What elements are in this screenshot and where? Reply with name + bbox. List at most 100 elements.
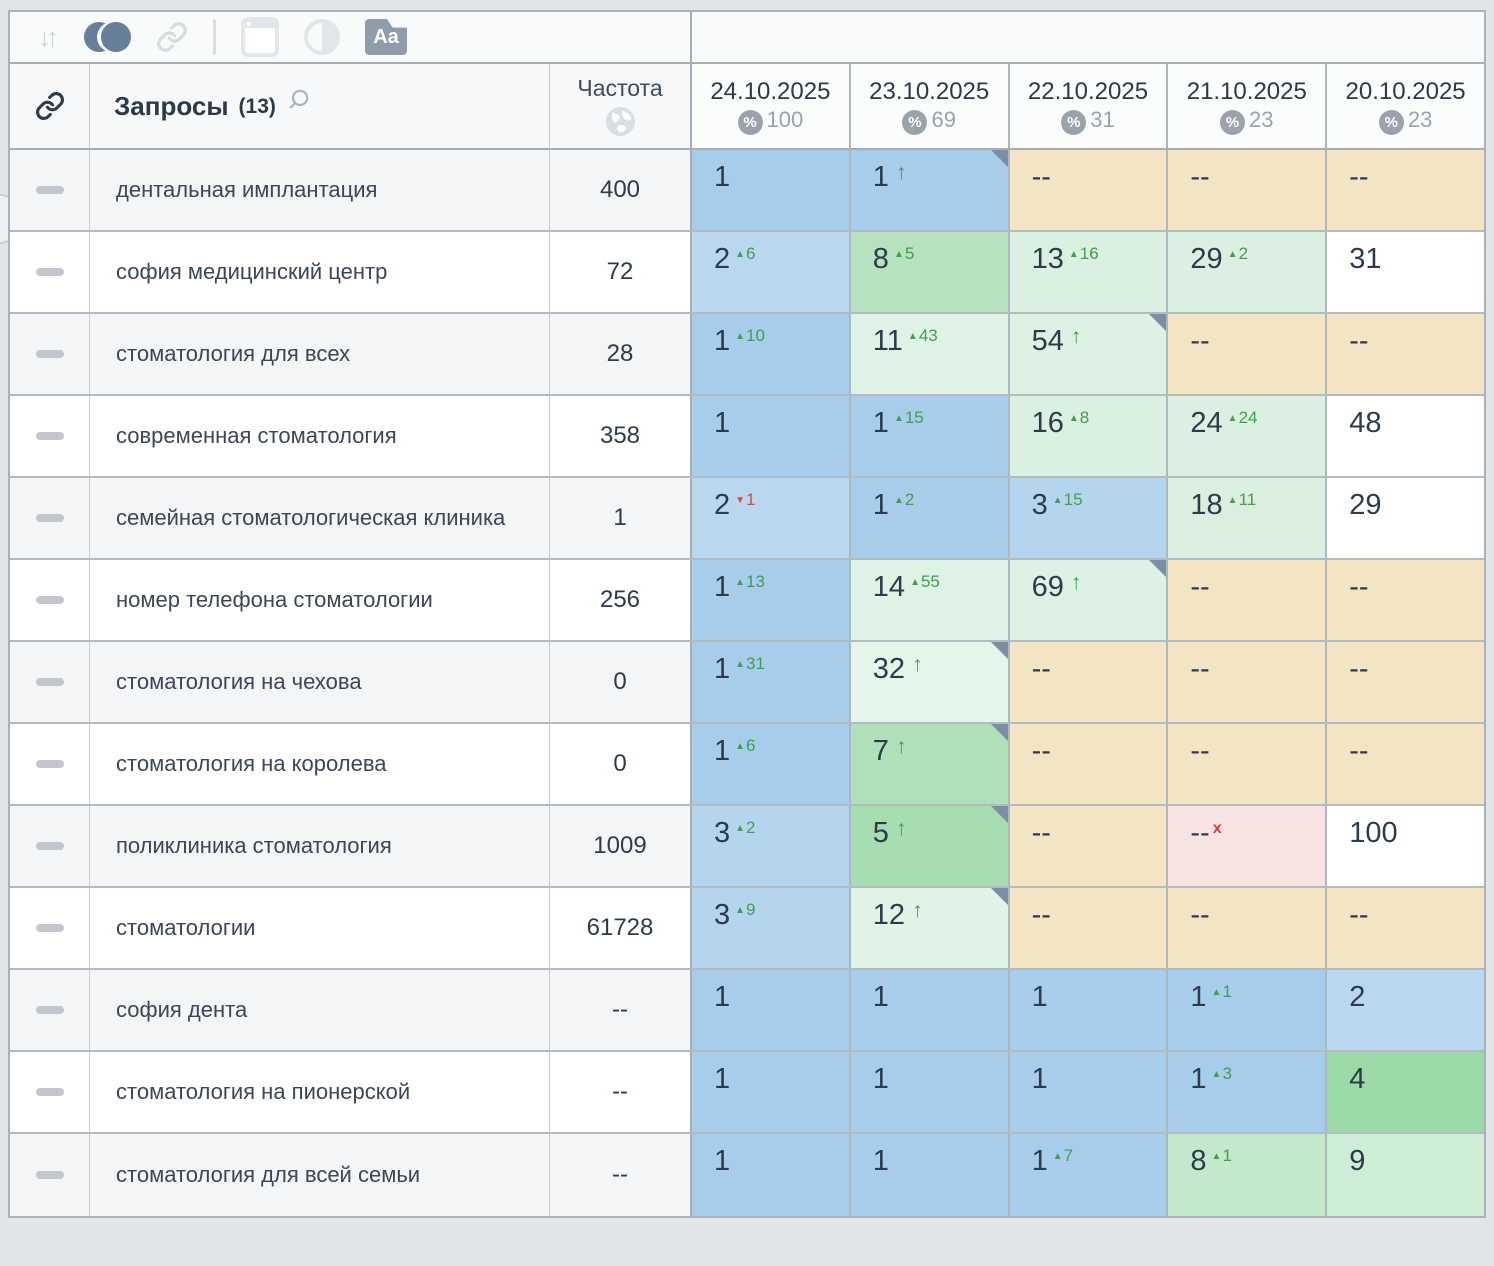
position-cell[interactable]: -- — [1009, 150, 1169, 230]
position-cell[interactable]: 1 ↑ — [850, 150, 1010, 230]
queries-column-header[interactable]: Запросы (13) — [90, 64, 550, 148]
frequency-column-header[interactable]: Частота — [550, 64, 692, 148]
position-cell[interactable]: -- x — [1168, 806, 1328, 886]
position-cell[interactable]: 48 — [1327, 396, 1484, 476]
keyword-cell[interactable]: стоматология на пионерской — [90, 1052, 550, 1132]
keyword-cell[interactable]: стоматологии — [90, 888, 550, 968]
position-cell[interactable]: 1 — [692, 150, 851, 230]
position-cell[interactable]: 69 ↑ — [1009, 560, 1169, 640]
position-cell[interactable]: 14 ▲55 — [850, 560, 1010, 640]
position-cell[interactable]: 5 ↑ — [850, 806, 1010, 886]
drag-handle[interactable] — [35, 514, 64, 522]
drag-handle[interactable] — [35, 1171, 64, 1179]
position-cell[interactable]: -- — [1168, 888, 1328, 968]
position-cell[interactable]: 13 ▲16 — [1009, 232, 1169, 312]
position-cell[interactable]: 1 — [692, 970, 851, 1050]
position-cell[interactable]: 1 ▲15 — [850, 396, 1010, 476]
position-cell[interactable]: 11 ▲43 — [850, 314, 1010, 394]
date-column-header[interactable]: 24.10.2025% 100 — [692, 64, 851, 148]
position-cell[interactable]: 1 ▲31 — [692, 642, 851, 722]
date-column-header[interactable]: 23.10.2025% 69 — [850, 64, 1010, 148]
position-cell[interactable]: -- — [1327, 724, 1484, 804]
date-column-header[interactable]: 20.10.2025% 23 — [1327, 64, 1484, 148]
position-cell[interactable]: -- — [1009, 642, 1169, 722]
position-cell[interactable]: -- — [1009, 888, 1169, 968]
position-cell[interactable]: 54 ↑ — [1009, 314, 1169, 394]
position-cell[interactable]: -- — [1327, 314, 1484, 394]
keyword-cell[interactable]: софия медицинский центр — [90, 232, 550, 312]
position-cell[interactable]: 1 ▲10 — [692, 314, 851, 394]
position-cell[interactable]: 1 — [850, 970, 1010, 1050]
position-cell[interactable]: 32 ↑ — [850, 642, 1010, 722]
drag-handle[interactable] — [35, 1006, 64, 1014]
drag-handle[interactable] — [35, 186, 64, 194]
position-cell[interactable]: -- — [1327, 642, 1484, 722]
position-cell[interactable]: -- — [1327, 150, 1484, 230]
link-column-header[interactable] — [10, 64, 90, 148]
drag-handle[interactable] — [35, 760, 64, 768]
position-cell[interactable]: 1 — [1009, 970, 1169, 1050]
position-cell[interactable]: 100 — [1327, 806, 1484, 886]
position-cell[interactable]: -- — [1327, 560, 1484, 640]
keyword-cell[interactable]: семейная стоматологическая клиника — [90, 478, 550, 558]
position-cell[interactable]: 16 ▲8 — [1009, 396, 1169, 476]
keyword-cell[interactable]: софия дента — [90, 970, 550, 1050]
position-cell[interactable]: 1 ▲6 — [692, 724, 851, 804]
position-cell[interactable]: -- — [1168, 724, 1328, 804]
position-cell[interactable]: 1 ▲13 — [692, 560, 851, 640]
drag-handle[interactable] — [35, 678, 64, 686]
keyword-cell[interactable]: современная стоматология — [90, 396, 550, 476]
position-cell[interactable]: 8 ▲5 — [850, 232, 1010, 312]
contrast-icon[interactable] — [304, 19, 340, 55]
position-cell[interactable]: 1 — [692, 1134, 851, 1216]
position-cell[interactable]: 18 ▲11 — [1168, 478, 1328, 558]
position-cell[interactable]: -- — [1009, 724, 1169, 804]
text-case-icon[interactable]: Aa — [365, 19, 407, 55]
date-column-header[interactable]: 22.10.2025% 31 — [1009, 64, 1169, 148]
overlap-circles-icon[interactable] — [84, 22, 131, 52]
sort-icon[interactable]: ↓↑ — [38, 22, 59, 52]
position-cell[interactable]: 29 — [1327, 478, 1484, 558]
drag-handle[interactable] — [35, 432, 64, 440]
drag-handle[interactable] — [35, 1088, 64, 1096]
position-cell[interactable]: -- — [1168, 642, 1328, 722]
position-cell[interactable]: 2 ▼1 — [692, 478, 851, 558]
position-cell[interactable]: 31 — [1327, 232, 1484, 312]
drag-handle[interactable] — [35, 268, 64, 276]
position-cell[interactable]: 1 — [692, 396, 851, 476]
position-cell[interactable]: 4 — [1327, 1052, 1484, 1132]
keyword-cell[interactable]: стоматология на королева — [90, 724, 550, 804]
keyword-cell[interactable]: поликлиника стоматология — [90, 806, 550, 886]
keyword-cell[interactable]: дентальная имплантация — [90, 150, 550, 230]
position-cell[interactable]: 2 — [1327, 970, 1484, 1050]
position-cell[interactable]: 9 — [1327, 1134, 1484, 1216]
position-cell[interactable]: -- — [1168, 314, 1328, 394]
chain-link-icon[interactable] — [156, 21, 188, 53]
date-column-header[interactable]: 21.10.2025% 23 — [1168, 64, 1328, 148]
position-cell[interactable]: 1 ▲3 — [1168, 1052, 1328, 1132]
position-cell[interactable]: 1 — [850, 1134, 1010, 1216]
position-cell[interactable]: -- — [1168, 560, 1328, 640]
position-cell[interactable]: 3 ▲2 — [692, 806, 851, 886]
position-cell[interactable]: 2 ▲6 — [692, 232, 851, 312]
position-cell[interactable]: 29 ▲2 — [1168, 232, 1328, 312]
keyword-cell[interactable]: номер телефона стоматологии — [90, 560, 550, 640]
position-cell[interactable]: 1 ▲7 — [1009, 1134, 1169, 1216]
position-cell[interactable]: 1 — [850, 1052, 1010, 1132]
keyword-cell[interactable]: стоматология для всех — [90, 314, 550, 394]
position-cell[interactable]: 8 ▲1 — [1168, 1134, 1328, 1216]
keyword-cell[interactable]: стоматология для всей семьи — [90, 1134, 550, 1216]
search-icon[interactable] — [286, 88, 311, 113]
position-cell[interactable]: 7 ↑ — [850, 724, 1010, 804]
position-cell[interactable]: 1 ▲2 — [850, 478, 1010, 558]
drag-handle[interactable] — [35, 842, 64, 850]
position-cell[interactable]: 1 ▲1 — [1168, 970, 1328, 1050]
window-panel-icon[interactable] — [241, 17, 279, 57]
position-cell[interactable]: 3 ▲15 — [1009, 478, 1169, 558]
drag-handle[interactable] — [35, 924, 64, 932]
drag-handle[interactable] — [35, 350, 64, 358]
position-cell[interactable]: 1 — [1009, 1052, 1169, 1132]
position-cell[interactable]: 12 ↑ — [850, 888, 1010, 968]
keyword-cell[interactable]: стоматология на чехова — [90, 642, 550, 722]
position-cell[interactable]: 24 ▲24 — [1168, 396, 1328, 476]
